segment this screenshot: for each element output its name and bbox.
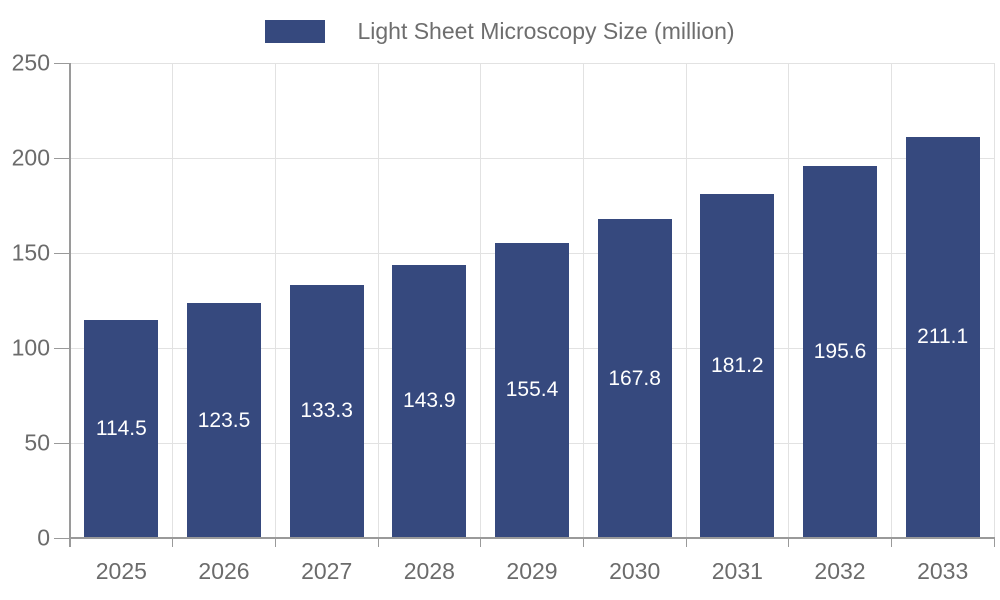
x-axis-line [69, 537, 995, 539]
x-axis-tick [274, 538, 276, 547]
y-axis-tick [54, 442, 70, 444]
x-axis-label-2029: 2029 [506, 558, 558, 584]
x-axis-tick [377, 538, 379, 547]
x-axis-tick [993, 538, 995, 547]
x-axis-tick [685, 538, 687, 547]
bar-2030 [597, 219, 672, 538]
bar-2031 [700, 193, 775, 538]
y-axis-tick-label: 0 [37, 524, 50, 551]
bar-2025 [84, 320, 159, 538]
bar-2027 [289, 284, 364, 538]
bar-value-label-2027: 133.3 [300, 399, 353, 423]
y-gridline [70, 157, 994, 159]
x-axis-label-2027: 2027 [301, 558, 353, 584]
x-axis-tick [172, 538, 174, 547]
bar-2032 [803, 166, 877, 538]
y-axis-tick-label: 150 [11, 239, 50, 266]
y-gridline [70, 62, 994, 64]
x-axis-tick [582, 538, 584, 547]
x-axis-label-2033: 2033 [917, 558, 969, 584]
y-axis-tick-label: 250 [11, 49, 50, 76]
x-gridline [480, 63, 482, 538]
bar-2029 [495, 242, 569, 538]
bar-2033 [905, 136, 980, 538]
bar-value-label-2028: 143.9 [403, 389, 456, 413]
x-axis-label-2030: 2030 [609, 558, 661, 584]
x-axis-label-2026: 2026 [198, 558, 250, 584]
x-axis-tick [788, 538, 790, 547]
bar-2028 [392, 264, 467, 538]
y-axis-line [69, 63, 71, 547]
bar-value-label-2029: 155.4 [505, 378, 559, 402]
x-gridline [274, 63, 276, 538]
x-gridline [582, 63, 584, 538]
x-gridline [993, 63, 995, 538]
x-axis-label-2031: 2031 [711, 558, 763, 584]
y-axis-tick [54, 157, 70, 159]
y-axis-tick-label: 100 [11, 334, 50, 361]
y-axis-tick [54, 537, 70, 539]
legend-label: Light Sheet Microscopy Size (million) [357, 18, 735, 44]
x-axis-label-2032: 2032 [814, 558, 866, 584]
bar-value-label-2032: 195.6 [813, 340, 867, 364]
bar-value-label-2025: 114.5 [95, 417, 147, 441]
x-axis-tick [890, 538, 892, 547]
bar-2026 [187, 303, 261, 538]
x-axis-label-2025: 2025 [95, 558, 147, 584]
x-gridline [685, 63, 687, 538]
legend-swatch-icon [265, 19, 326, 43]
bar-value-label-2033: 211.1 [917, 325, 969, 349]
x-gridline [172, 63, 174, 538]
bar-value-label-2031: 181.2 [711, 353, 764, 377]
y-axis-tick-label: 50 [24, 429, 50, 456]
y-axis-tick-label: 200 [11, 144, 50, 171]
x-axis-tick [480, 538, 482, 547]
bar-value-label-2030: 167.8 [608, 366, 661, 390]
x-gridline [788, 63, 790, 538]
legend[interactable]: Light Sheet Microscopy Size (million) [0, 17, 1000, 45]
y-axis-tick [54, 62, 70, 64]
y-axis-tick [54, 252, 70, 254]
y-axis-tick [54, 347, 70, 349]
x-gridline [890, 63, 892, 538]
x-axis-label-2028: 2028 [403, 558, 455, 584]
bar-value-label-2026: 123.5 [197, 408, 251, 432]
x-gridline [377, 63, 379, 538]
